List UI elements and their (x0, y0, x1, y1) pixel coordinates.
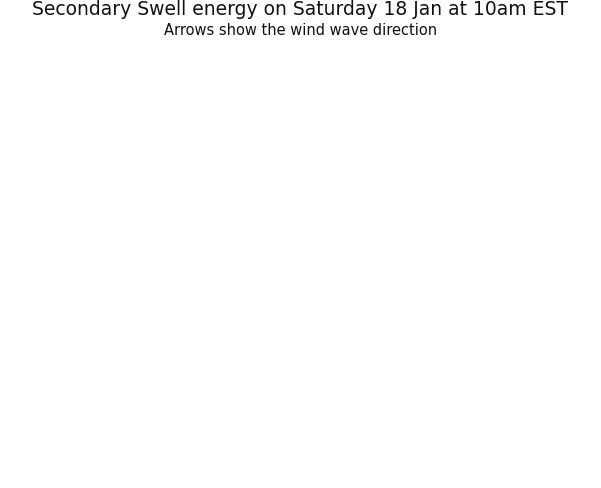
Text: Secondary Swell energy on Saturday 18 Jan at 10am EST: Secondary Swell energy on Saturday 18 Ja… (32, 0, 569, 19)
Text: Arrows show the wind wave direction: Arrows show the wind wave direction (164, 23, 437, 39)
Text: Cartopy not available: Cartopy not available (212, 257, 389, 274)
